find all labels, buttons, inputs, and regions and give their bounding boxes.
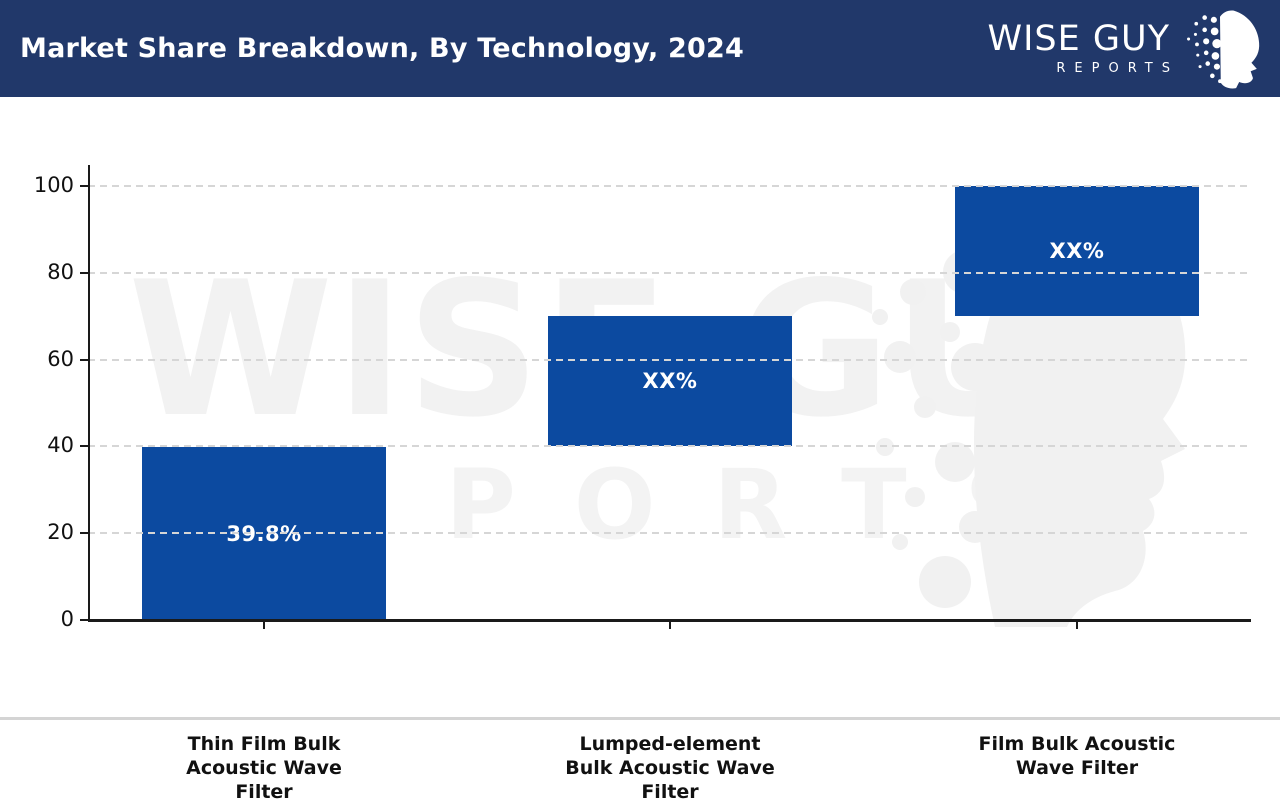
bar-value-label: 39.8%	[226, 521, 302, 546]
page-title: Market Share Breakdown, By Technology, 2…	[20, 33, 745, 64]
y-tick-label: 60	[47, 346, 74, 371]
bottom-border	[0, 717, 1280, 720]
logo-text: WISE GUY REPORTS	[987, 18, 1170, 76]
bar-segment: 39.8%	[142, 447, 386, 620]
x-tick-mark	[1076, 622, 1078, 629]
y-axis-line	[88, 165, 90, 622]
bar-segment: XX%	[955, 186, 1199, 317]
y-tick-label: 100	[33, 173, 74, 197]
y-tick-mark	[80, 358, 88, 361]
logo-name: WISE GUY	[987, 18, 1170, 59]
x-category-label: Film Bulk Acoustic Wave Filter	[978, 733, 1176, 779]
plot-area: 0 20 40 60 80 100 39.8% XX% XX%	[0, 97, 1280, 717]
dotted-head-icon	[1187, 10, 1260, 89]
header-bar: Market Share Breakdown, By Technology, 2…	[0, 0, 1280, 97]
y-tick-mark	[80, 185, 88, 187]
x-axis-line	[88, 619, 1251, 622]
logo-subtitle: REPORTS	[1056, 60, 1179, 76]
wise-guy-logo: WISE GUY REPORTS	[987, 7, 1266, 91]
x-tick-mark	[669, 622, 671, 629]
x-category-label: Thin Film Bulk Acoustic Wave Filter	[186, 733, 342, 803]
y-tick-mark	[80, 619, 88, 621]
bar-chart: WISE GUY REPORTS 0 20 40 60 80 100 39.8% XX% XX%…	[0, 97, 1280, 803]
bar-value-label: XX%	[1049, 239, 1105, 264]
y-tick-mark	[80, 532, 88, 535]
y-tick-label: 40	[47, 433, 74, 458]
y-tick-label: 20	[47, 520, 74, 545]
x-category-label: Lumped-element Bulk Acoustic Wave Filter	[565, 733, 775, 803]
y-tick-label: 0	[60, 607, 74, 631]
y-tick-label: 80	[47, 259, 74, 284]
y-tick-mark	[80, 271, 88, 274]
y-tick-mark	[80, 445, 88, 448]
x-tick-mark	[263, 622, 265, 629]
bar-value-label: XX%	[642, 369, 698, 394]
bar-segment: XX%	[548, 316, 792, 447]
